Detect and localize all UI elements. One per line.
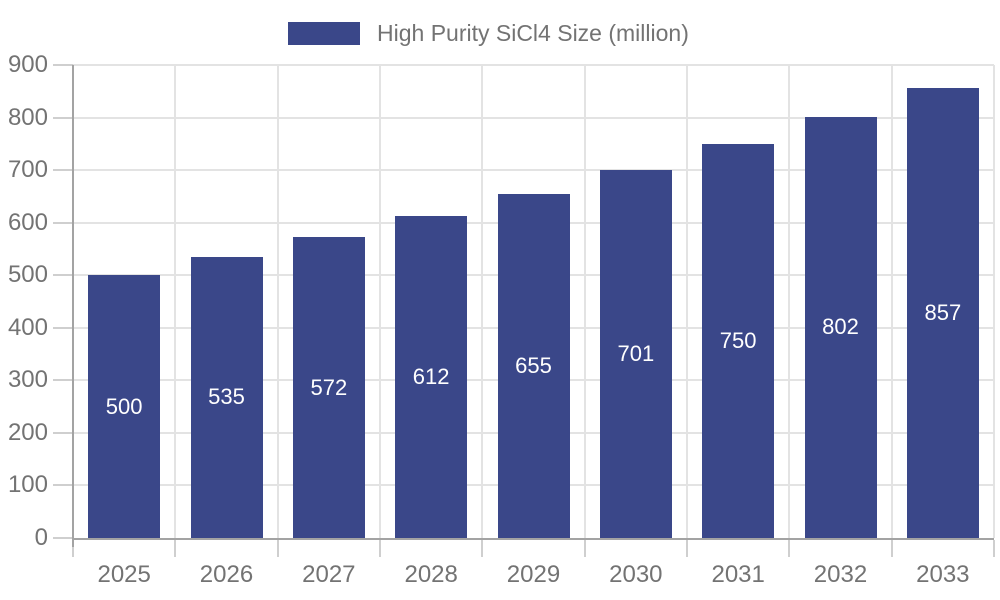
legend-label: High Purity SiCl4 Size (million) [377,20,689,46]
y-axis-label: 500 [7,261,48,289]
y-axis-label: 900 [7,51,48,78]
x-axis-tick [379,540,381,557]
x-gridline [379,65,381,538]
y-axis-label: 400 [7,313,48,341]
x-gridline [993,65,995,538]
x-axis-label-2026: 2026 [199,561,254,588]
bar-2027[interactable]: 572 [292,237,365,538]
x-axis-label-2030: 2030 [609,561,663,588]
x-axis-label-2031: 2031 [711,561,765,588]
bar-2031[interactable]: 750 [702,143,775,538]
y-axis-label: 800 [7,103,48,131]
x-gridline [583,65,586,538]
x-axis-label-2033: 2033 [916,561,970,588]
y-axis-tick [53,379,73,382]
y-axis-line [72,65,74,547]
y-axis-label: 100 [7,471,48,499]
bar-value-label: 701 [617,340,655,366]
x-gridline [890,65,893,538]
y-gridline [73,169,994,172]
x-axis-tick [276,540,279,557]
y-axis-tick [53,431,73,434]
y-gridline [73,116,994,119]
x-axis-tick [788,540,791,557]
bar-value-label: 802 [822,314,859,340]
x-axis-tick [481,540,484,557]
x-axis-label-2027: 2027 [302,561,356,588]
y-axis-tick [53,221,73,224]
x-axis-tick [993,540,995,557]
x-axis-tick [686,540,688,557]
y-gridline [73,64,994,66]
bar-value-label: 500 [105,393,143,419]
bar-value-label: 857 [924,299,962,325]
y-axis-label: 300 [7,366,48,394]
x-axis-tick [174,540,177,557]
x-axis-tick [583,540,586,557]
bar-value-label: 572 [310,374,348,400]
bar-2032[interactable]: 802 [804,116,877,538]
bar-2030[interactable]: 701 [599,169,672,538]
x-gridline [686,65,688,538]
y-axis-tick [53,484,73,487]
x-axis-tick [72,540,74,557]
y-axis-tick [53,64,73,66]
y-axis-label: 600 [7,208,48,236]
bar-value-label: 750 [719,327,757,353]
bar-value-label: 612 [412,364,450,390]
y-axis-tick [53,326,73,329]
y-axis-tick [53,274,73,277]
legend-item[interactable]: High Purity SiCl4 Size (million) [288,20,689,46]
bar-value-label: 655 [515,352,552,378]
bar-2033[interactable]: 857 [906,87,979,538]
y-axis-label: 700 [7,156,48,184]
x-axis-label-2032: 2032 [813,561,868,588]
bar-2029[interactable]: 655 [497,193,570,538]
bar-2026[interactable]: 535 [190,256,263,538]
legend-swatch [288,21,360,45]
bar-value-label: 535 [208,384,245,410]
x-gridline [174,65,177,538]
bar-2025[interactable]: 500 [88,275,161,538]
x-gridline [788,65,791,538]
y-axis-tick [53,537,73,539]
x-gridline [276,65,279,538]
bar-2028[interactable]: 612 [395,216,468,538]
y-axis-tick [53,116,73,119]
x-axis-tick [890,540,893,557]
x-axis-label-2028: 2028 [404,561,458,588]
y-axis-label: 0 [34,524,48,551]
x-gridline [481,65,484,538]
x-axis-label-2025: 2025 [97,561,151,588]
x-axis-line [72,538,994,540]
y-axis-tick [53,169,73,172]
x-axis-label-2029: 2029 [506,561,561,588]
y-axis-label: 200 [7,418,48,446]
